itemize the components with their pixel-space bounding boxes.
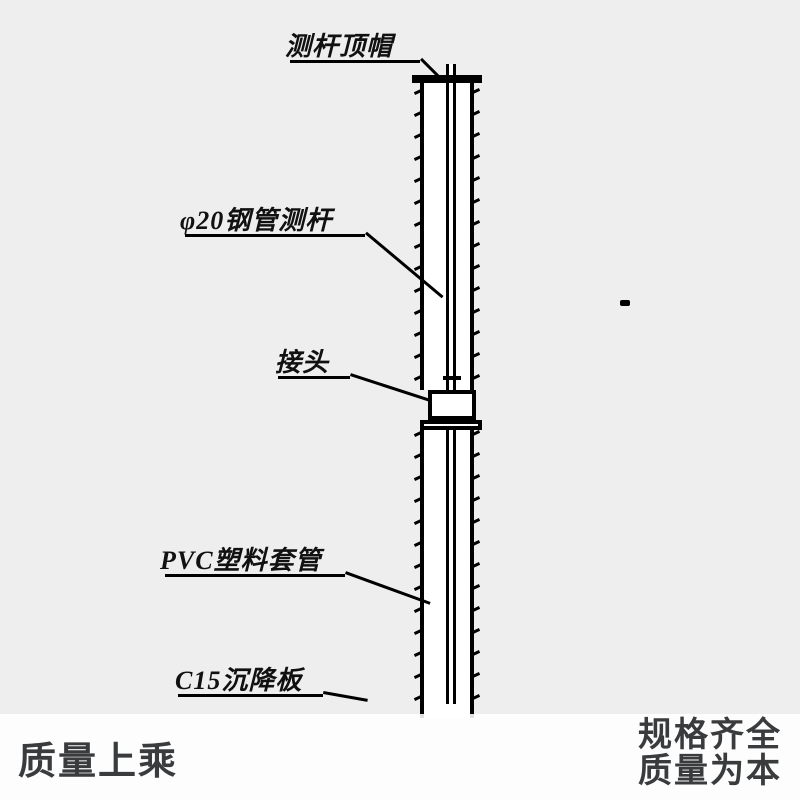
rod-top-cap — [412, 75, 482, 83]
steel-rod — [446, 64, 456, 704]
banner-left-text: 质量上乘 — [18, 730, 178, 785]
rod-connector — [443, 376, 461, 380]
joint-flange — [420, 420, 482, 430]
leader-plate-h — [178, 694, 323, 697]
artifact-dot — [620, 300, 630, 306]
label-joint: 接头 — [275, 342, 329, 379]
settlement-rod-diagram: 测杆顶帽 φ20钢管测杆 接头 PVC塑料套管 C15沉降板 — [0, 0, 800, 800]
joint-block — [428, 390, 476, 420]
label-cap: 测杆顶帽 — [285, 26, 393, 63]
leader-sleeve-h — [165, 574, 345, 577]
banner-right-text: 规格齐全质量为本 — [638, 718, 782, 789]
leader-rod-h — [185, 234, 365, 237]
label-sleeve: PVC塑料套管 — [160, 540, 322, 577]
leader-joint-h — [278, 376, 350, 379]
label-rod: φ20钢管测杆 — [180, 200, 332, 237]
banner-right-span: 规格齐全质量为本 — [638, 716, 782, 790]
page: 测杆顶帽 φ20钢管测杆 接头 PVC塑料套管 C15沉降板 质量上乘 规格齐全… — [0, 0, 800, 800]
label-plate: C15沉降板 — [175, 660, 302, 697]
leader-plate-d — [323, 691, 368, 702]
leader-cap-h — [290, 60, 420, 63]
watermark-banner: 质量上乘 规格齐全质量为本 — [0, 714, 800, 800]
